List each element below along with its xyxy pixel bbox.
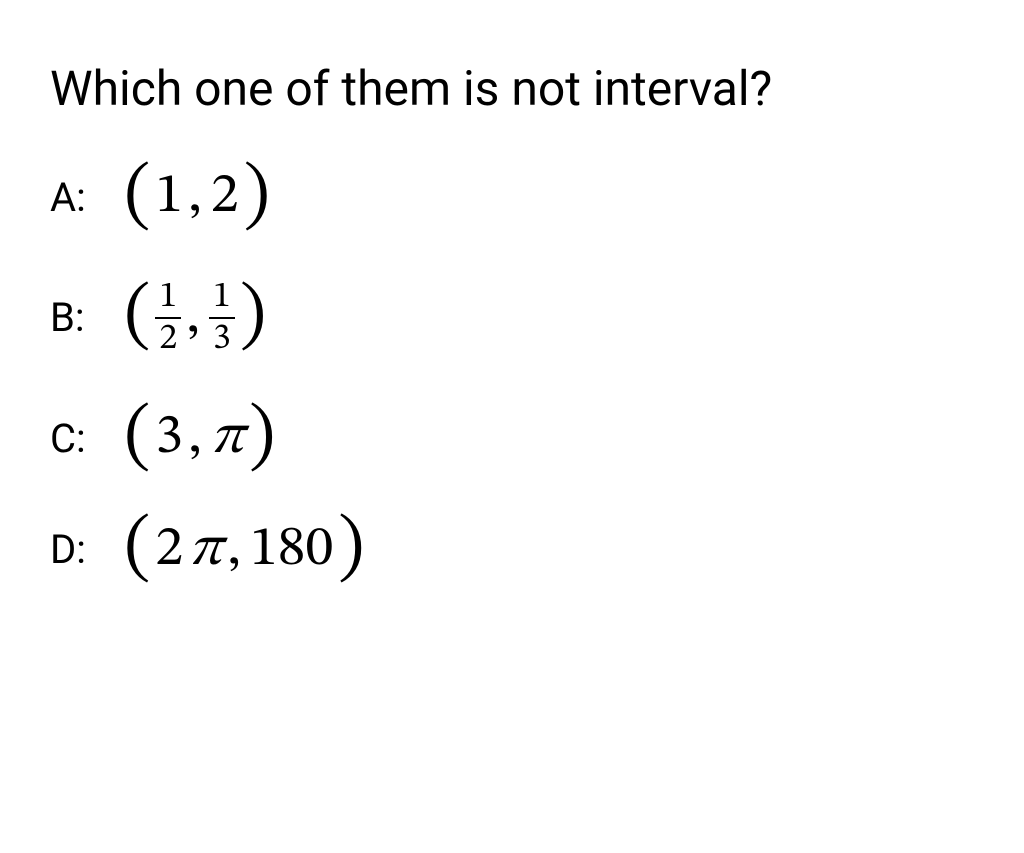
fraction: 1 2 <box>155 279 181 357</box>
close-paren: ) <box>336 520 366 579</box>
option-c-label: C: <box>50 415 104 462</box>
value: 180 <box>247 522 336 578</box>
comma: , <box>186 410 208 466</box>
option-a-label: A: <box>50 174 104 221</box>
option-b-expr: ( 1 2 , 1 3 ) <box>122 279 268 357</box>
value: 1 <box>152 169 186 225</box>
open-paren: ( <box>122 168 152 227</box>
fraction: 1 3 <box>209 279 235 357</box>
close-paren: ) <box>242 168 272 227</box>
close-paren: ) <box>238 288 268 347</box>
comma: , <box>184 290 206 346</box>
question-page: Which one of them is not interval? A: ( … <box>0 0 1024 579</box>
denominator: 3 <box>209 317 235 357</box>
numerator: 1 <box>155 279 181 317</box>
option-c[interactable]: C: ( 3 , π ) <box>50 409 984 468</box>
close-paren: ) <box>247 409 277 468</box>
option-d-expr: ( 2π , 180 ) <box>122 520 367 579</box>
option-b-label: B: <box>50 294 104 341</box>
option-c-expr: ( 3 , π ) <box>122 409 277 468</box>
question-text: Which one of them is not interval? <box>50 60 984 118</box>
comma: , <box>186 169 208 225</box>
option-a[interactable]: A: ( 1 , 2 ) <box>50 168 984 227</box>
value: 3 <box>152 410 186 466</box>
value: 2 <box>208 169 242 225</box>
option-a-expr: ( 1 , 2 ) <box>122 168 272 227</box>
pi-symbol: π <box>186 522 225 578</box>
pi-symbol: π <box>208 410 247 466</box>
comma: , <box>225 522 247 578</box>
denominator: 2 <box>155 317 181 357</box>
option-b[interactable]: B: ( 1 2 , 1 3 ) <box>50 279 984 357</box>
option-d[interactable]: D: ( 2π , 180 ) <box>50 520 984 579</box>
open-paren: ( <box>122 409 152 468</box>
value: 2 <box>152 522 186 578</box>
numerator: 1 <box>209 279 235 317</box>
open-paren: ( <box>122 520 152 579</box>
open-paren: ( <box>122 288 152 347</box>
option-d-label: D: <box>50 526 104 573</box>
